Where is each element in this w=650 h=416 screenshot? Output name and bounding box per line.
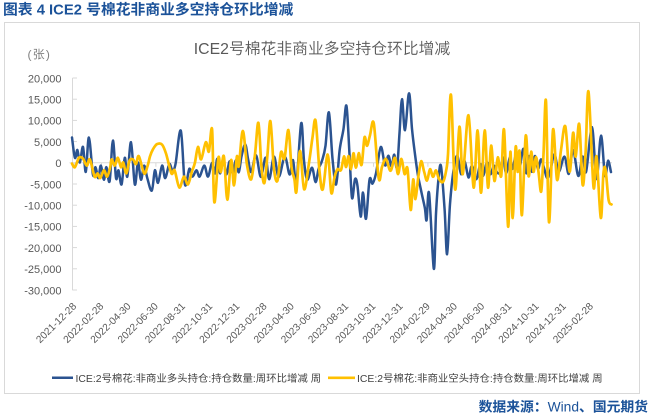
svg-text:-30,000: -30,000	[24, 285, 61, 297]
svg-text:4 ICE2: 4 ICE2	[33, 3, 86, 19]
svg-text::: :	[490, 374, 493, 385]
svg-text:ICE:2: ICE:2	[76, 374, 102, 385]
svg-text::: :	[253, 374, 256, 385]
svg-text:-5,000: -5,000	[30, 179, 61, 191]
svg-text:5,000: 5,000	[34, 137, 62, 149]
svg-text:15,000: 15,000	[28, 95, 62, 107]
svg-text::: :	[534, 374, 537, 385]
svg-text:): )	[46, 48, 50, 62]
svg-text:(: (	[28, 48, 32, 62]
svg-text:ICE:2: ICE:2	[357, 374, 383, 385]
svg-text:0: 0	[55, 158, 61, 170]
svg-text:-10,000: -10,000	[24, 201, 61, 213]
svg-text:-15,000: -15,000	[24, 222, 61, 234]
svg-text:Wind: Wind	[548, 400, 579, 415]
svg-text:10,000: 10,000	[28, 116, 62, 128]
svg-text:-20,000: -20,000	[24, 243, 61, 255]
svg-text::: :	[133, 374, 136, 385]
svg-text::: :	[414, 374, 417, 385]
svg-text::: :	[208, 374, 211, 385]
svg-text:-25,000: -25,000	[24, 264, 61, 276]
svg-text:20,000: 20,000	[28, 73, 62, 85]
svg-text:ICE2: ICE2	[194, 41, 229, 58]
